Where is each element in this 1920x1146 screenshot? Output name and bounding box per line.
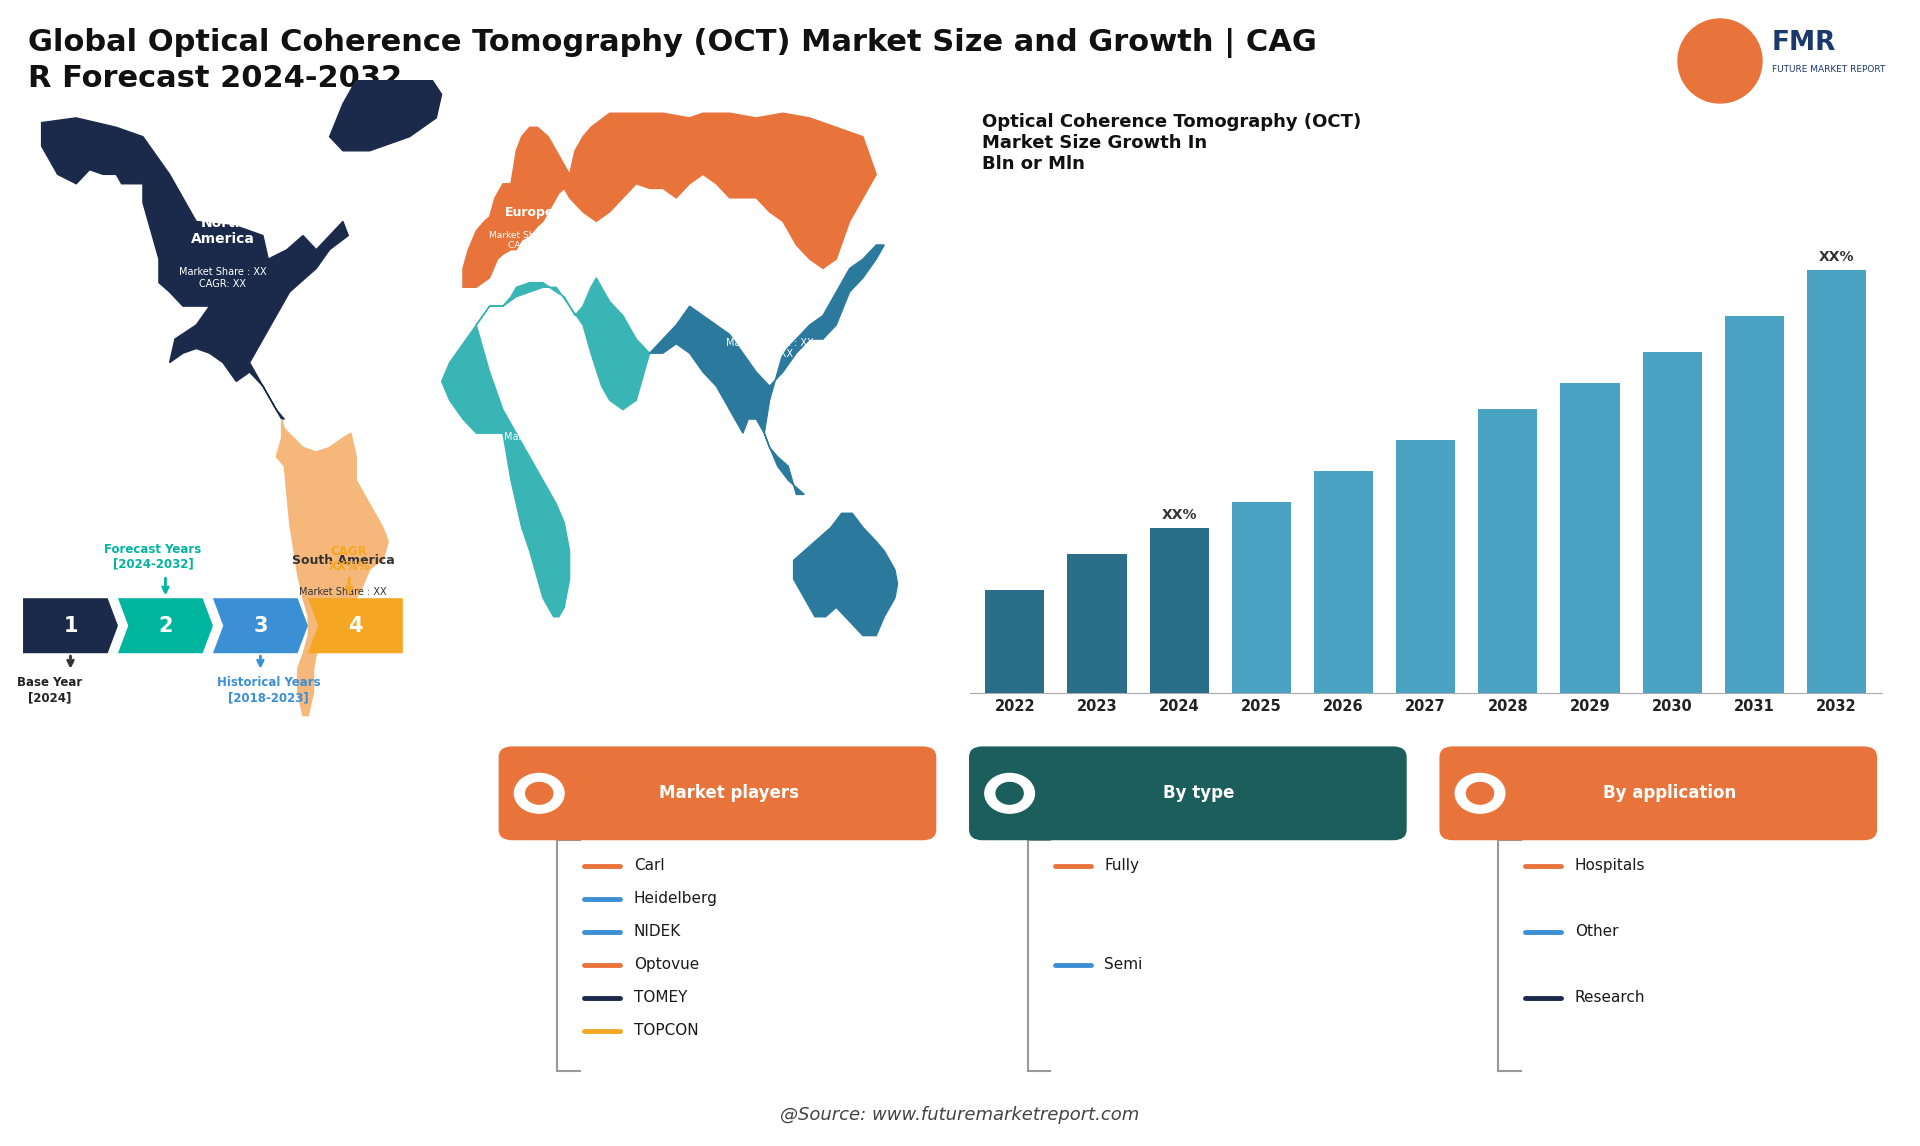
Text: Global Optical Coherence Tomography (OCT) Market Size and Growth | CAG: Global Optical Coherence Tomography (OCT… — [29, 28, 1317, 58]
Text: @Source: www.futuremarketreport.com: @Source: www.futuremarketreport.com — [780, 1106, 1140, 1124]
Text: Optovue: Optovue — [634, 957, 699, 972]
Text: Market players: Market players — [659, 784, 799, 802]
Text: By type: By type — [1164, 784, 1235, 802]
Bar — [1724, 316, 1784, 693]
FancyBboxPatch shape — [499, 746, 937, 840]
Bar — [1068, 554, 1127, 693]
Circle shape — [1678, 19, 1763, 103]
FancyBboxPatch shape — [970, 746, 1407, 840]
Text: Research: Research — [1574, 990, 1645, 1005]
Bar — [1561, 384, 1619, 693]
Text: CAGR
XX%%: CAGR XX%% — [328, 545, 371, 573]
Bar — [1807, 269, 1866, 693]
Text: Base Year
[2024]: Base Year [2024] — [17, 676, 83, 704]
Bar — [1313, 471, 1373, 693]
Polygon shape — [330, 66, 442, 151]
Polygon shape — [117, 598, 213, 653]
Text: FUTURE MARKET REPORT: FUTURE MARKET REPORT — [1772, 65, 1885, 74]
Text: Hospitals: Hospitals — [1574, 858, 1645, 873]
Text: 3: 3 — [253, 615, 267, 636]
Text: Heidelberg: Heidelberg — [634, 892, 718, 906]
Circle shape — [1455, 774, 1505, 814]
Text: Market Share : XX
CAGR: XX: Market Share : XX CAGR: XX — [505, 432, 591, 454]
Text: Market Share : XX
CAGR: XX: Market Share : XX CAGR: XX — [490, 230, 570, 250]
Text: Europe: Europe — [505, 205, 555, 219]
Text: Fully: Fully — [1104, 858, 1139, 873]
Text: R Forecast 2024-2032: R Forecast 2024-2032 — [29, 64, 401, 93]
Text: XX%: XX% — [1162, 508, 1196, 521]
Circle shape — [515, 774, 564, 814]
Bar — [1150, 528, 1210, 693]
Bar — [1233, 502, 1290, 693]
Text: FMR: FMR — [1772, 30, 1836, 56]
Text: NIDEK: NIDEK — [634, 924, 682, 940]
Text: 4: 4 — [348, 615, 363, 636]
Text: Optical Coherence Tomography (OCT)
Market Size Growth In
Bln or Mln: Optical Coherence Tomography (OCT) Marke… — [981, 113, 1361, 173]
Text: Asia Pacific: Asia Pacific — [730, 309, 810, 322]
Polygon shape — [564, 113, 876, 268]
Text: 1: 1 — [63, 615, 79, 636]
Polygon shape — [793, 513, 899, 636]
Bar — [1396, 440, 1455, 693]
Text: Forecast Years
[2024-2032]: Forecast Years [2024-2032] — [104, 543, 202, 571]
Text: XX%: XX% — [1818, 250, 1855, 264]
Text: 2: 2 — [157, 615, 173, 636]
Bar — [1642, 353, 1701, 693]
Text: Market Share : XX
CAGR: XX: Market Share : XX CAGR: XX — [179, 267, 267, 289]
Circle shape — [1467, 783, 1494, 804]
Polygon shape — [42, 118, 348, 419]
Polygon shape — [307, 598, 403, 653]
Text: North
America: North America — [190, 215, 255, 246]
Text: Carl: Carl — [634, 858, 664, 873]
Text: TOPCON: TOPCON — [634, 1023, 699, 1038]
Text: TOMEY: TOMEY — [634, 990, 687, 1005]
Text: Semi: Semi — [1104, 957, 1142, 972]
Polygon shape — [276, 419, 388, 715]
Bar — [1478, 409, 1538, 693]
Circle shape — [996, 783, 1023, 804]
Polygon shape — [213, 598, 307, 653]
Bar — [985, 590, 1044, 693]
Circle shape — [526, 783, 553, 804]
Text: Historical Years
[2018-2023]: Historical Years [2018-2023] — [217, 676, 321, 704]
Text: MEA: MEA — [532, 402, 564, 417]
Polygon shape — [649, 245, 885, 494]
Text: Other: Other — [1574, 924, 1619, 940]
Polygon shape — [442, 278, 649, 617]
FancyBboxPatch shape — [1440, 746, 1878, 840]
Polygon shape — [23, 598, 117, 653]
Text: South America: South America — [292, 554, 394, 567]
Text: Market Share : XX
CAGR: XX: Market Share : XX CAGR: XX — [726, 338, 814, 360]
Circle shape — [985, 774, 1035, 814]
Text: Market Share : XX
CAGR: XX: Market Share : XX CAGR: XX — [300, 587, 386, 609]
Text: By application: By application — [1603, 784, 1736, 802]
Polygon shape — [463, 127, 570, 288]
